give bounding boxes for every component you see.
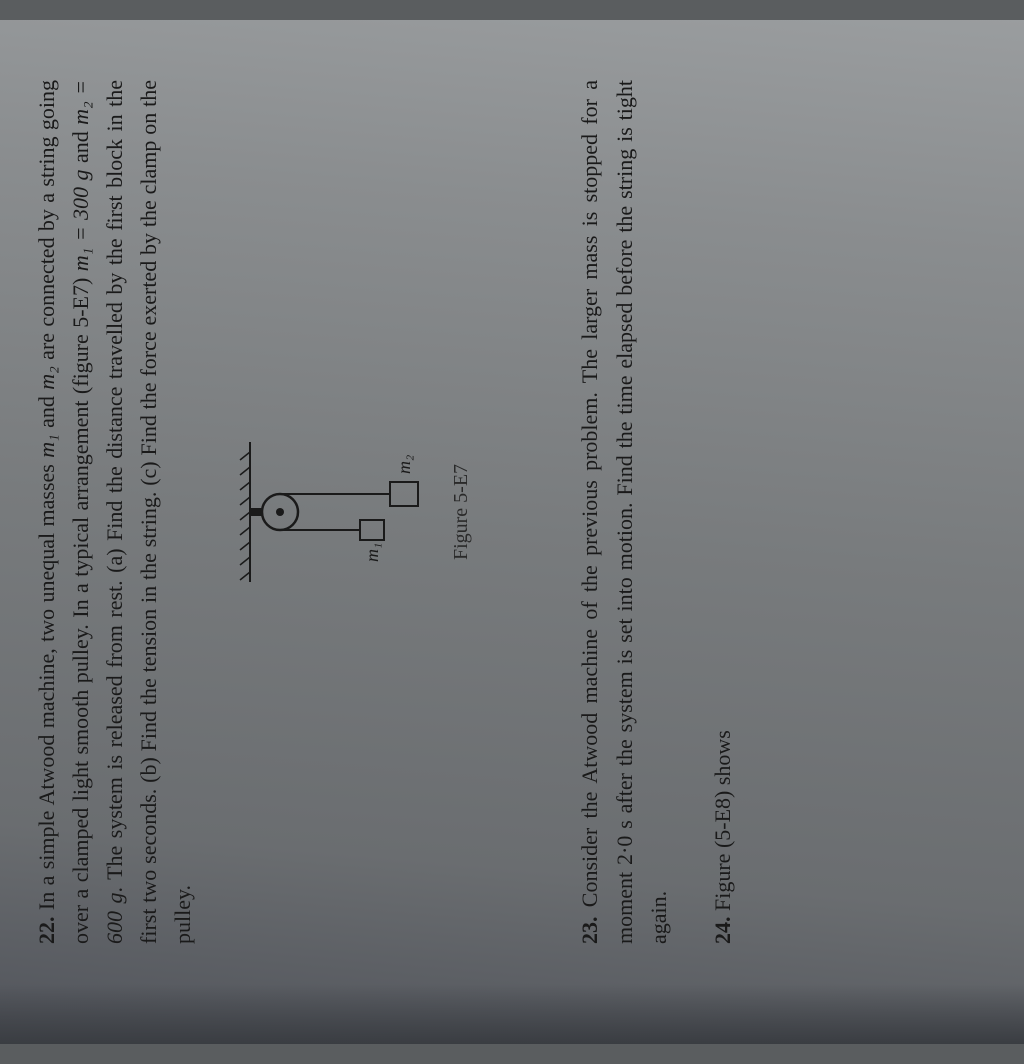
problem-22-number: 22. [34,917,59,945]
pulley-center [276,508,284,516]
p22-m2-var: m₂ [34,366,59,390]
hatch [240,497,250,505]
p23-text: Consider the Atwood machine of the previ… [577,80,670,944]
problem-22-text: 22. In a simple Atwood machine, two uneq… [30,80,200,944]
problem-24: 24. Figure (5-E8) shows [706,80,740,944]
mass-m2-label: m₂ [394,455,414,474]
mass-m2-box [390,482,418,506]
problem-23-number: 23. [577,917,602,945]
hatch [240,527,250,535]
content-wrapper: 22. In a simple Atwood machine, two uneq… [20,80,1024,944]
problem-24-number: 24. [710,917,735,945]
p22-part1: In a simple Atwood machine, two unequal … [34,458,59,910]
figure-caption: Figure 5-E7 [450,464,473,560]
problem-23-text: 23. Consider the Atwood machine of the p… [573,80,675,944]
problem-23: 23. Consider the Atwood machine of the p… [573,80,675,944]
mass-m1-box [360,520,384,540]
p22-part2: and [34,390,59,435]
clamp [250,508,262,516]
atwood-machine-diagram: m₁ m₂ [230,422,430,602]
mass-m1-label: m₁ [362,543,382,562]
page-container: 22. In a simple Atwood machine, two uneq… [0,20,1024,1044]
p22-part5: . The system is released from rest. (a) … [102,80,195,944]
problem-24-text: 24. Figure (5-E8) shows [706,80,740,944]
hatch [240,557,250,565]
hatch [240,482,250,490]
p22-m1-eq: m₁ = 300 g [68,170,93,272]
hatch [240,452,250,460]
p24-text: Figure (5-E8) shows [710,730,735,911]
p22-m1-var: m₁ [34,434,59,458]
figure-5e7-container: m₁ m₂ Figure 5-E7 [230,80,473,944]
hatch [240,542,250,550]
hatch [240,467,250,475]
problem-22: 22. In a simple Atwood machine, two uneq… [30,80,200,944]
hatch [240,512,250,520]
p22-part4: and [68,125,93,170]
page-edge-shadow [0,984,1024,1044]
hatch [240,572,250,580]
